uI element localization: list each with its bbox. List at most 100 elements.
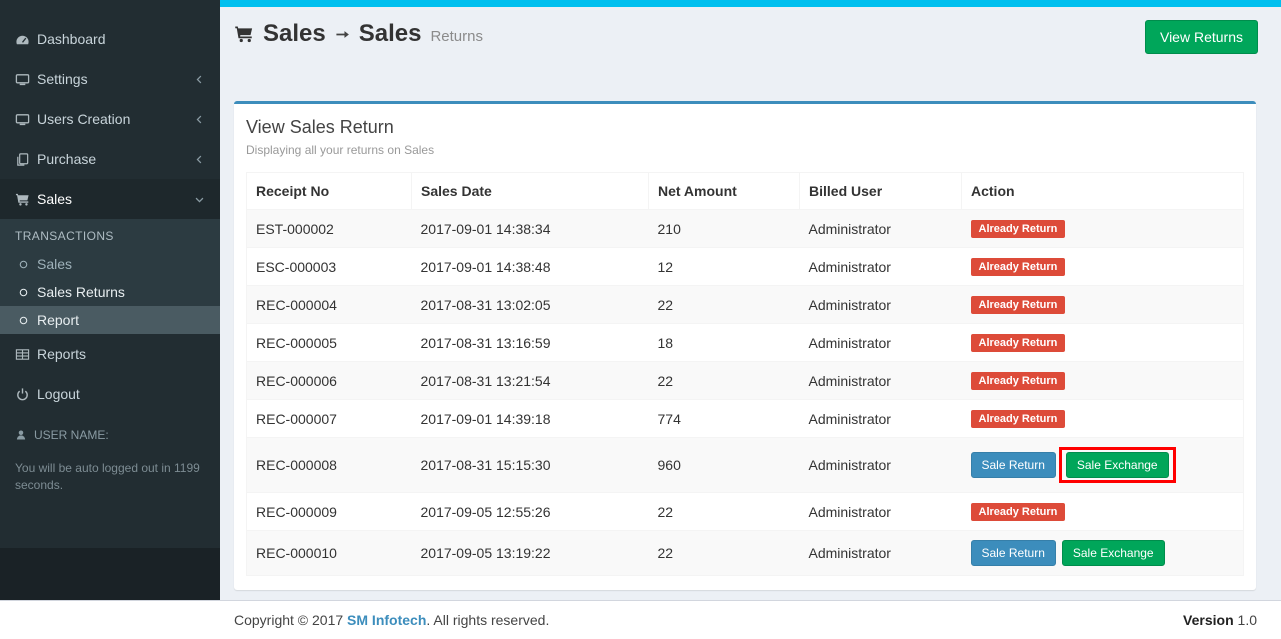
- submenu-item-sales-returns[interactable]: Sales Returns: [0, 278, 220, 306]
- sidebar-item-logout[interactable]: Logout: [0, 374, 220, 414]
- table-header-row: Receipt No Sales Date Net Amount Billed …: [246, 172, 1244, 210]
- sidebar-bottom-strip: [0, 548, 220, 600]
- action-cell: Already Return: [961, 399, 1244, 438]
- sales-date-cell: 2017-08-31 13:16:59: [411, 323, 649, 362]
- sidebar-item-sales[interactable]: Sales: [0, 179, 220, 219]
- sale-return-button[interactable]: Sale Return: [970, 451, 1056, 478]
- card-header: View Sales Return Displaying all your re…: [234, 104, 1256, 162]
- chevron-down-icon: [194, 194, 205, 205]
- sidebar-item-label: Sales: [37, 191, 73, 207]
- sales-submenu: TRANSACTIONS Sales Sales Returns: [0, 219, 220, 334]
- sidebar-item-purchase[interactable]: Purchase: [0, 139, 220, 179]
- cart-icon: [234, 24, 254, 44]
- sidebar-item-dashboard[interactable]: Dashboard: [0, 19, 220, 59]
- page-subtitle-primary: Sales: [358, 20, 422, 47]
- sale-exchange-button[interactable]: Sale Exchange: [1061, 540, 1165, 566]
- sales-date-cell: 2017-08-31 13:21:54: [411, 361, 649, 400]
- column-header-receipt-no: Receipt No: [246, 172, 412, 210]
- version-label: Version: [1183, 612, 1234, 628]
- circle-icon: [17, 258, 37, 271]
- net-amount-cell: 210: [648, 209, 800, 248]
- action-cell: Already Return: [961, 323, 1244, 362]
- already-return-badge: Already Return: [970, 503, 1066, 521]
- table-row: ESC-000003 2017-09-01 14:38:48 12 Admini…: [246, 247, 1244, 286]
- column-header-sales-date: Sales Date: [411, 172, 649, 210]
- sale-exchange-button[interactable]: Sale Exchange: [1065, 452, 1169, 478]
- action-cell: Sale Return Sale Exchange: [961, 530, 1244, 576]
- net-amount-cell: 960: [648, 437, 800, 493]
- action-cell: Sale Return Sale Exchange: [961, 437, 1244, 493]
- sales-date-cell: 2017-09-01 14:38:48: [411, 247, 649, 286]
- submenu-item-sales[interactable]: Sales: [0, 250, 220, 278]
- files-icon: [15, 152, 37, 167]
- already-return-badge: Already Return: [970, 258, 1066, 276]
- copyright-text: Copyright © 2017 SM Infotech. All rights…: [234, 612, 549, 628]
- receipt-no-cell: REC-000007: [246, 399, 412, 438]
- already-return-badge: Already Return: [970, 220, 1066, 238]
- sidebar-item-users-creation[interactable]: Users Creation: [0, 99, 220, 139]
- transactions-header: TRANSACTIONS: [15, 229, 114, 243]
- net-amount-cell: 22: [648, 361, 800, 400]
- breadcrumb: Sales Sales Returns: [234, 20, 483, 48]
- net-amount-cell: 22: [648, 530, 800, 576]
- sidebar-item-label: Settings: [37, 71, 88, 87]
- card-title: View Sales Return: [246, 117, 394, 137]
- top-accent-bar: [220, 0, 1281, 7]
- copyright-suffix: . All rights reserved.: [426, 612, 550, 628]
- footer: Copyright © 2017 SM Infotech. All rights…: [0, 600, 1281, 639]
- sales-date-cell: 2017-09-05 13:19:22: [411, 530, 649, 576]
- billed-user-cell: Administrator: [799, 361, 962, 400]
- table-row: REC-000005 2017-08-31 13:16:59 18 Admini…: [246, 323, 1244, 362]
- submenu-item-label: Sales: [37, 256, 73, 272]
- action-cell: Already Return: [961, 361, 1244, 400]
- already-return-badge: Already Return: [970, 334, 1066, 352]
- sales-date-cell: 2017-09-01 14:39:18: [411, 399, 649, 438]
- billed-user-cell: Administrator: [799, 492, 962, 531]
- highlight-rectangle: Sale Exchange: [1058, 447, 1176, 483]
- receipt-no-cell: REC-000005: [246, 323, 412, 362]
- net-amount-cell: 774: [648, 399, 800, 438]
- sidebar-item-reports[interactable]: Reports: [0, 334, 220, 374]
- monitor-icon: [15, 112, 37, 127]
- company-link[interactable]: SM Infotech: [347, 612, 427, 628]
- circle-icon: [17, 286, 37, 299]
- arrow-right-icon: [335, 27, 350, 42]
- receipt-no-cell: REC-000008: [246, 437, 412, 493]
- sidebar: Dashboard Settings Users Creation: [0, 0, 220, 600]
- receipt-no-cell: ESC-000003: [246, 247, 412, 286]
- table-row: REC-000010 2017-09-05 13:19:22 22 Admini…: [246, 530, 1244, 576]
- column-header-billed-user: Billed User: [799, 172, 962, 210]
- submenu-item-label: Report: [37, 312, 80, 328]
- sales-date-cell: 2017-09-01 14:38:34: [411, 209, 649, 248]
- receipt-no-cell: REC-000009: [246, 492, 412, 531]
- sales-returns-table: Receipt No Sales Date Net Amount Billed …: [246, 172, 1244, 576]
- chevron-left-icon: [194, 154, 205, 165]
- net-amount-cell: 22: [648, 285, 800, 324]
- card-subtitle: Displaying all your returns on Sales: [246, 143, 435, 157]
- receipt-no-cell: EST-000002: [246, 209, 412, 248]
- table-row: REC-000009 2017-09-05 12:55:26 22 Admini…: [246, 492, 1244, 531]
- sidebar-item-label: Purchase: [37, 151, 97, 167]
- version-text: Version 1.0: [1183, 612, 1257, 628]
- submenu-item-report[interactable]: Report: [0, 306, 220, 334]
- sale-return-button[interactable]: Sale Return: [970, 540, 1056, 566]
- receipt-no-cell: REC-000006: [246, 361, 412, 400]
- chevron-left-icon: [194, 74, 205, 85]
- sidebar-item-label: Reports: [37, 346, 87, 362]
- action-cell: Already Return: [961, 285, 1244, 324]
- table-icon: [15, 347, 37, 362]
- already-return-badge: Already Return: [970, 296, 1066, 314]
- submenu-item-label: Sales Returns: [37, 284, 125, 300]
- net-amount-cell: 22: [648, 492, 800, 531]
- sidebar-item-settings[interactable]: Settings: [0, 59, 220, 99]
- user-icon: [15, 429, 27, 441]
- table-row: REC-000007 2017-09-01 14:39:18 774 Admin…: [246, 399, 1244, 438]
- billed-user-cell: Administrator: [799, 209, 962, 248]
- monitor-icon: [15, 72, 37, 87]
- table-row: REC-000006 2017-08-31 13:21:54 22 Admini…: [246, 361, 1244, 400]
- page-subtitle-secondary: Returns: [430, 28, 483, 45]
- view-returns-button[interactable]: View Returns: [1144, 20, 1258, 54]
- page-title: Sales: [263, 20, 326, 47]
- user-panel: USER NAME:: [0, 414, 220, 446]
- net-amount-cell: 18: [648, 323, 800, 362]
